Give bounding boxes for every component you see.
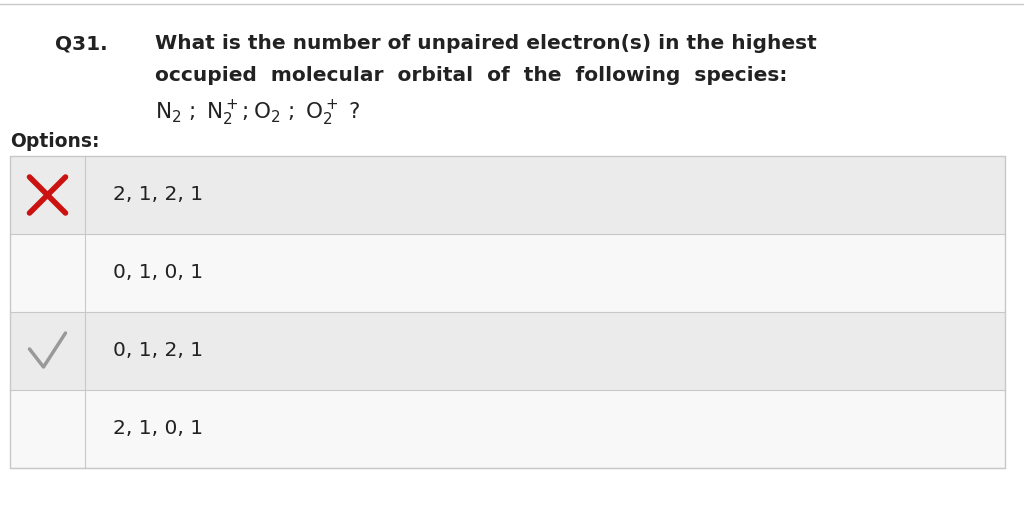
Text: What is the number of unpaired electron(s) in the highest: What is the number of unpaired electron(… [155,34,817,53]
Text: Q31.: Q31. [55,34,108,53]
Text: 2, 1, 0, 1: 2, 1, 0, 1 [113,419,203,438]
Bar [10,312,1005,390]
Bar [10,156,1005,234]
Text: 2, 1, 2, 1: 2, 1, 2, 1 [113,186,203,205]
Bar [10,156,1005,468]
Text: 0, 1, 0, 1: 0, 1, 0, 1 [113,264,203,283]
Text: 0, 1, 2, 1: 0, 1, 2, 1 [113,341,203,360]
Text: Options:: Options: [10,132,99,151]
Text: $\mathregular{N_2}$ $;$ $\mathregular{N_2^+}$$;$$\mathregular{O_2}$ $;$ $\mathre: $\mathregular{N_2}$ $;$ $\mathregular{N_… [155,99,360,128]
Text: occupied  molecular  orbital  of  the  following  species:: occupied molecular orbital of the follow… [155,66,787,85]
Bar [10,390,1005,468]
Bar [10,234,1005,312]
